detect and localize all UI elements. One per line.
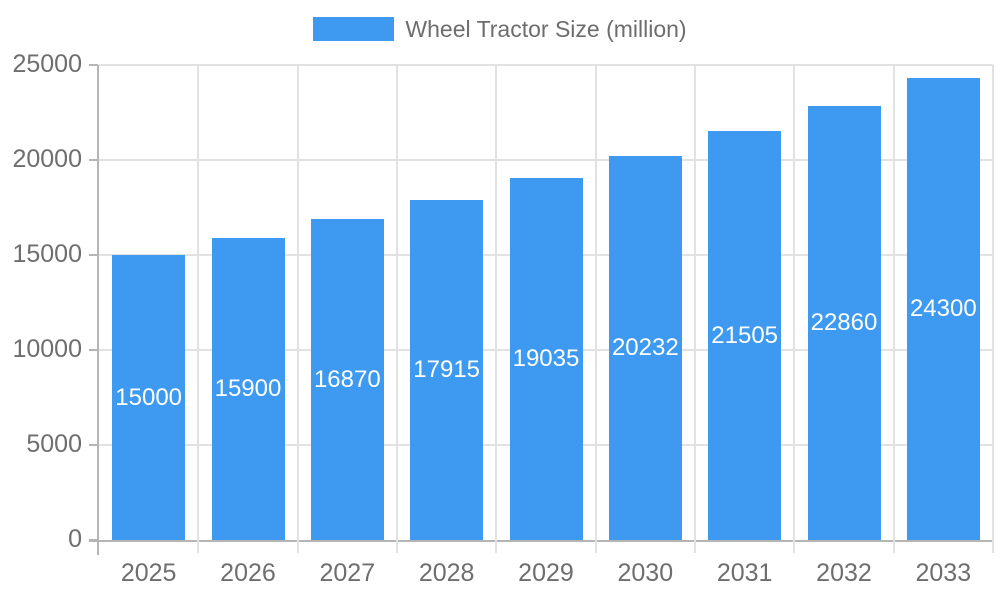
x-axis-tick-label: 2029 <box>518 559 574 587</box>
y-axis-tick <box>89 254 98 256</box>
x-axis-tick-label: 2027 <box>319 559 376 587</box>
gridline-vertical <box>396 65 398 540</box>
x-axis-tick <box>396 540 398 553</box>
legend-label: Wheel Tractor Size (million) <box>405 16 687 42</box>
gridline-horizontal <box>99 159 993 161</box>
y-axis-tick <box>89 444 98 446</box>
bar-2032[interactable] <box>807 105 881 540</box>
y-axis-tick-label: 15000 <box>12 240 82 268</box>
bar-2029[interactable] <box>509 178 583 540</box>
bar-value-label: 16870 <box>313 365 381 393</box>
bar-value-label: 24300 <box>909 295 977 323</box>
x-axis-tick-label: 2033 <box>915 559 972 587</box>
x-axis-tick <box>495 540 498 553</box>
y-axis-tick-label: 5000 <box>26 430 82 458</box>
y-axis-tick-label: 0 <box>68 525 82 553</box>
x-axis-tick <box>197 540 200 553</box>
bar-value-label: 22860 <box>810 308 878 336</box>
x-axis-line <box>89 540 993 542</box>
x-axis-tick <box>992 540 994 553</box>
y-axis-tick-label: 20000 <box>12 145 82 173</box>
y-axis-tick <box>89 159 98 161</box>
y-axis-tick <box>89 539 98 541</box>
x-axis-tick-label: 2026 <box>220 559 276 587</box>
bar-value-label: 17915 <box>413 355 481 383</box>
y-axis-line <box>97 65 99 555</box>
x-axis-tick-label: 2030 <box>617 559 674 587</box>
y-axis-tick-label: 25000 <box>12 50 82 78</box>
x-axis-tick-label: 2031 <box>716 559 773 587</box>
bar-value-label: 15000 <box>115 383 183 411</box>
legend[interactable]: Wheel Tractor Size (million) <box>0 17 1000 41</box>
x-axis-tick <box>892 540 895 553</box>
bar-2025[interactable] <box>112 255 186 540</box>
gridline-vertical <box>495 65 498 540</box>
bar-2026[interactable] <box>211 237 285 540</box>
bar-2030[interactable] <box>608 155 682 540</box>
gridline-vertical <box>694 65 696 540</box>
plot-area: 0 5000 10000 15000 20000 25000 15000 2025 15900 2… <box>12 52 994 586</box>
gridline-vertical <box>793 65 796 540</box>
bar-2028[interactable] <box>410 199 484 540</box>
bar-value-label: 20232 <box>611 333 679 361</box>
gridline-vertical <box>892 65 895 540</box>
x-axis-tick-label: 2028 <box>418 559 475 587</box>
x-axis-tick <box>296 540 299 553</box>
bar-2033[interactable] <box>906 78 980 540</box>
bar-2031[interactable] <box>708 131 782 540</box>
legend-swatch <box>313 17 395 41</box>
bar-value-label: 21505 <box>711 321 779 349</box>
x-axis-tick <box>594 540 597 553</box>
x-axis-tick <box>793 540 796 553</box>
gridline-vertical <box>992 65 994 540</box>
x-axis-tick <box>694 540 696 553</box>
gridline-vertical <box>296 65 299 540</box>
bar-value-label: 15900 <box>214 374 282 402</box>
bar-2027[interactable] <box>310 219 384 540</box>
y-axis-tick-label: 10000 <box>12 335 82 363</box>
gridline-horizontal <box>99 64 993 66</box>
y-axis-tick <box>89 64 98 66</box>
y-axis-tick <box>89 349 98 351</box>
bar-value-label: 19035 <box>512 345 580 373</box>
gridline-vertical <box>197 65 200 540</box>
gridline-vertical <box>594 65 597 540</box>
x-axis-tick-label: 2025 <box>120 559 177 587</box>
x-axis-tick-label: 2032 <box>816 559 872 587</box>
